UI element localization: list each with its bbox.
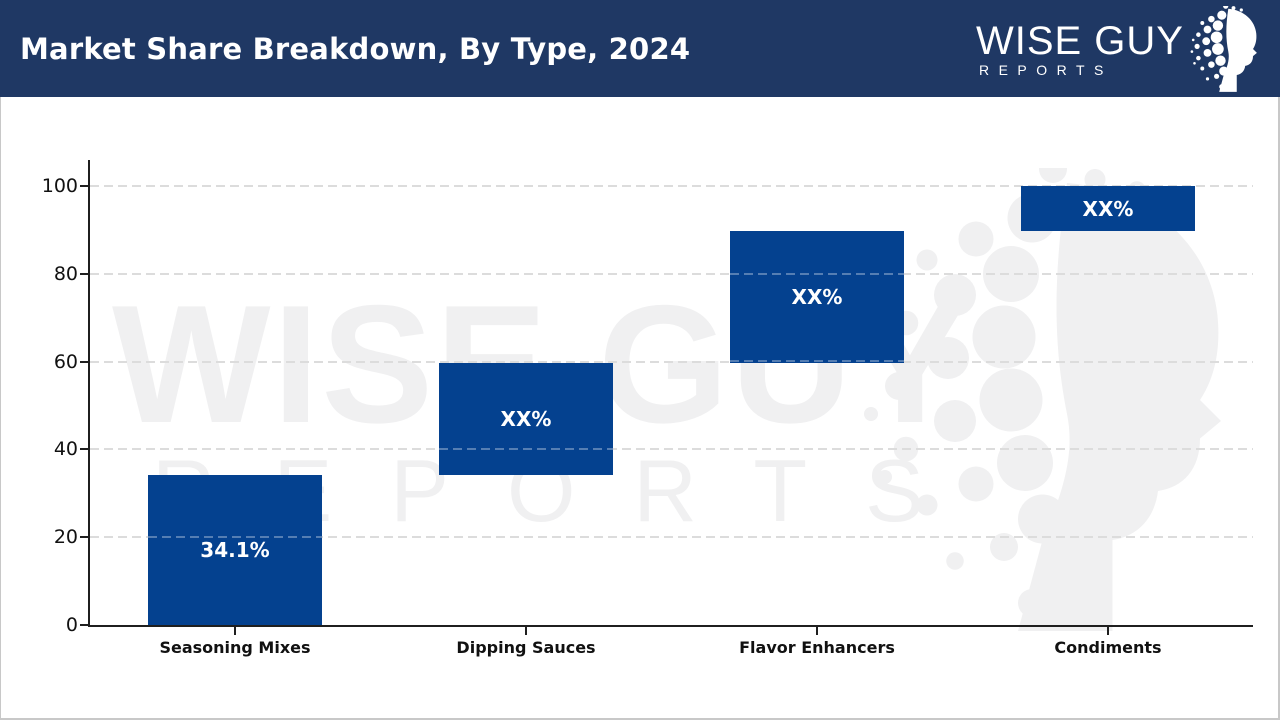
bar-gridline-overlay xyxy=(148,536,322,538)
y-tick-label: 80 xyxy=(53,263,78,285)
gridline xyxy=(90,361,1253,363)
x-tick-mark xyxy=(234,627,236,635)
x-category-label: Condiments xyxy=(1054,638,1162,657)
y-tick-label: 40 xyxy=(53,438,78,460)
bar-value-label: XX% xyxy=(1082,196,1134,221)
x-tick-mark xyxy=(816,627,818,635)
x-category-label: Dipping Sauces xyxy=(456,638,596,657)
bar-segment: XX% xyxy=(439,363,613,475)
gridline xyxy=(90,448,1253,450)
bar-segment: XX% xyxy=(730,231,904,363)
bar-gridline-overlay xyxy=(730,273,904,275)
x-category-label: Seasoning Mixes xyxy=(159,638,311,657)
header-bar: Market Share Breakdown, By Type, 2024 WI… xyxy=(0,0,1280,97)
y-tick-label: 60 xyxy=(53,351,78,373)
page-title: Market Share Breakdown, By Type, 2024 xyxy=(20,31,691,66)
y-tick-label: 0 xyxy=(65,614,78,636)
bar-gridline-overlay xyxy=(439,448,613,450)
x-tick-mark xyxy=(1107,627,1109,635)
y-tick-mark xyxy=(80,273,88,275)
gridline xyxy=(90,185,1253,187)
y-axis-line xyxy=(88,160,90,627)
bar-value-label: XX% xyxy=(791,285,843,309)
bar-gridline-overlay xyxy=(730,360,904,362)
gridline xyxy=(90,536,1253,538)
bar-segment: XX% xyxy=(1021,186,1195,231)
logo-subtext: REPORTS xyxy=(978,61,1113,78)
x-category-label: Flavor Enhancers xyxy=(739,638,895,657)
y-tick-mark xyxy=(80,361,88,363)
x-tick-mark xyxy=(525,627,527,635)
y-tick-mark xyxy=(80,624,88,626)
bar-value-label: XX% xyxy=(500,407,552,431)
logo-text: WISE GUY REPORTS xyxy=(976,20,1184,78)
bar-value-label: 34.1% xyxy=(200,538,270,562)
y-tick-mark xyxy=(80,185,88,187)
bar-segment: 34.1% xyxy=(148,475,322,625)
wise-guy-logo: WISE GUY REPORTS xyxy=(976,5,1266,92)
y-tick-label: 100 xyxy=(41,175,78,197)
y-tick-label: 20 xyxy=(53,526,78,548)
dotted-head-icon xyxy=(1190,5,1257,92)
gridline xyxy=(90,273,1253,275)
x-axis-line xyxy=(88,625,1253,627)
y-tick-mark xyxy=(80,448,88,450)
logo-wordmark: WISE GUY xyxy=(975,18,1184,63)
y-tick-mark xyxy=(80,536,88,538)
